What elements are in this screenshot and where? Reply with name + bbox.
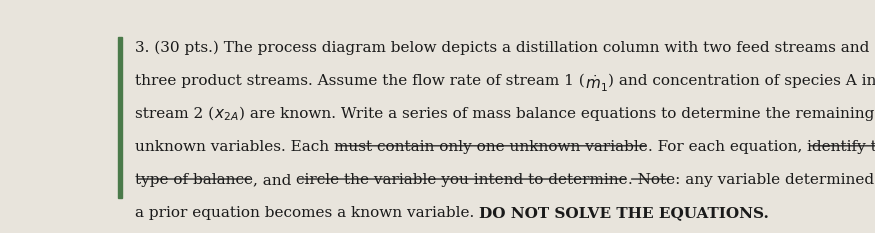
Text: DO NOT SOLVE THE EQUATIONS.: DO NOT SOLVE THE EQUATIONS. — [480, 206, 769, 220]
Text: $\dot{m}_1$: $\dot{m}_1$ — [584, 74, 607, 94]
Text: Note:: Note: — [629, 173, 671, 187]
Text: circle the variable you intend to determine: circle the variable you intend to determ… — [297, 173, 628, 187]
Text: 3. (30 pts.) The process diagram below depicts a distillation column with two fe: 3. (30 pts.) The process diagram below d… — [135, 41, 870, 55]
Text: must contain only one unknown variable: must contain only one unknown variable — [334, 140, 648, 154]
Text: . For each equation,: . For each equation, — [648, 140, 807, 154]
Text: stream 2 (: stream 2 ( — [135, 107, 214, 121]
Text: three product streams. Assume the flow rate of stream 1 (: three product streams. Assume the flow r… — [135, 74, 584, 88]
Text: ) and concentration of species A in: ) and concentration of species A in — [607, 74, 875, 88]
Text: type of balance: type of balance — [135, 173, 253, 187]
Text: a prior equation becomes a known variable.: a prior equation becomes a known variabl… — [135, 206, 480, 220]
Bar — [118, 37, 122, 199]
Text: , and: , and — [253, 173, 297, 187]
Text: identify the: identify the — [807, 140, 875, 154]
Text: ) are known. Write a series of mass balance equations to determine the remaining: ) are known. Write a series of mass bala… — [239, 107, 874, 121]
Text: . Note: any variable determined in: . Note: any variable determined in — [628, 173, 875, 187]
Text: $x_{2A}$: $x_{2A}$ — [214, 107, 239, 123]
Text: unknown variables. Each: unknown variables. Each — [135, 140, 334, 154]
